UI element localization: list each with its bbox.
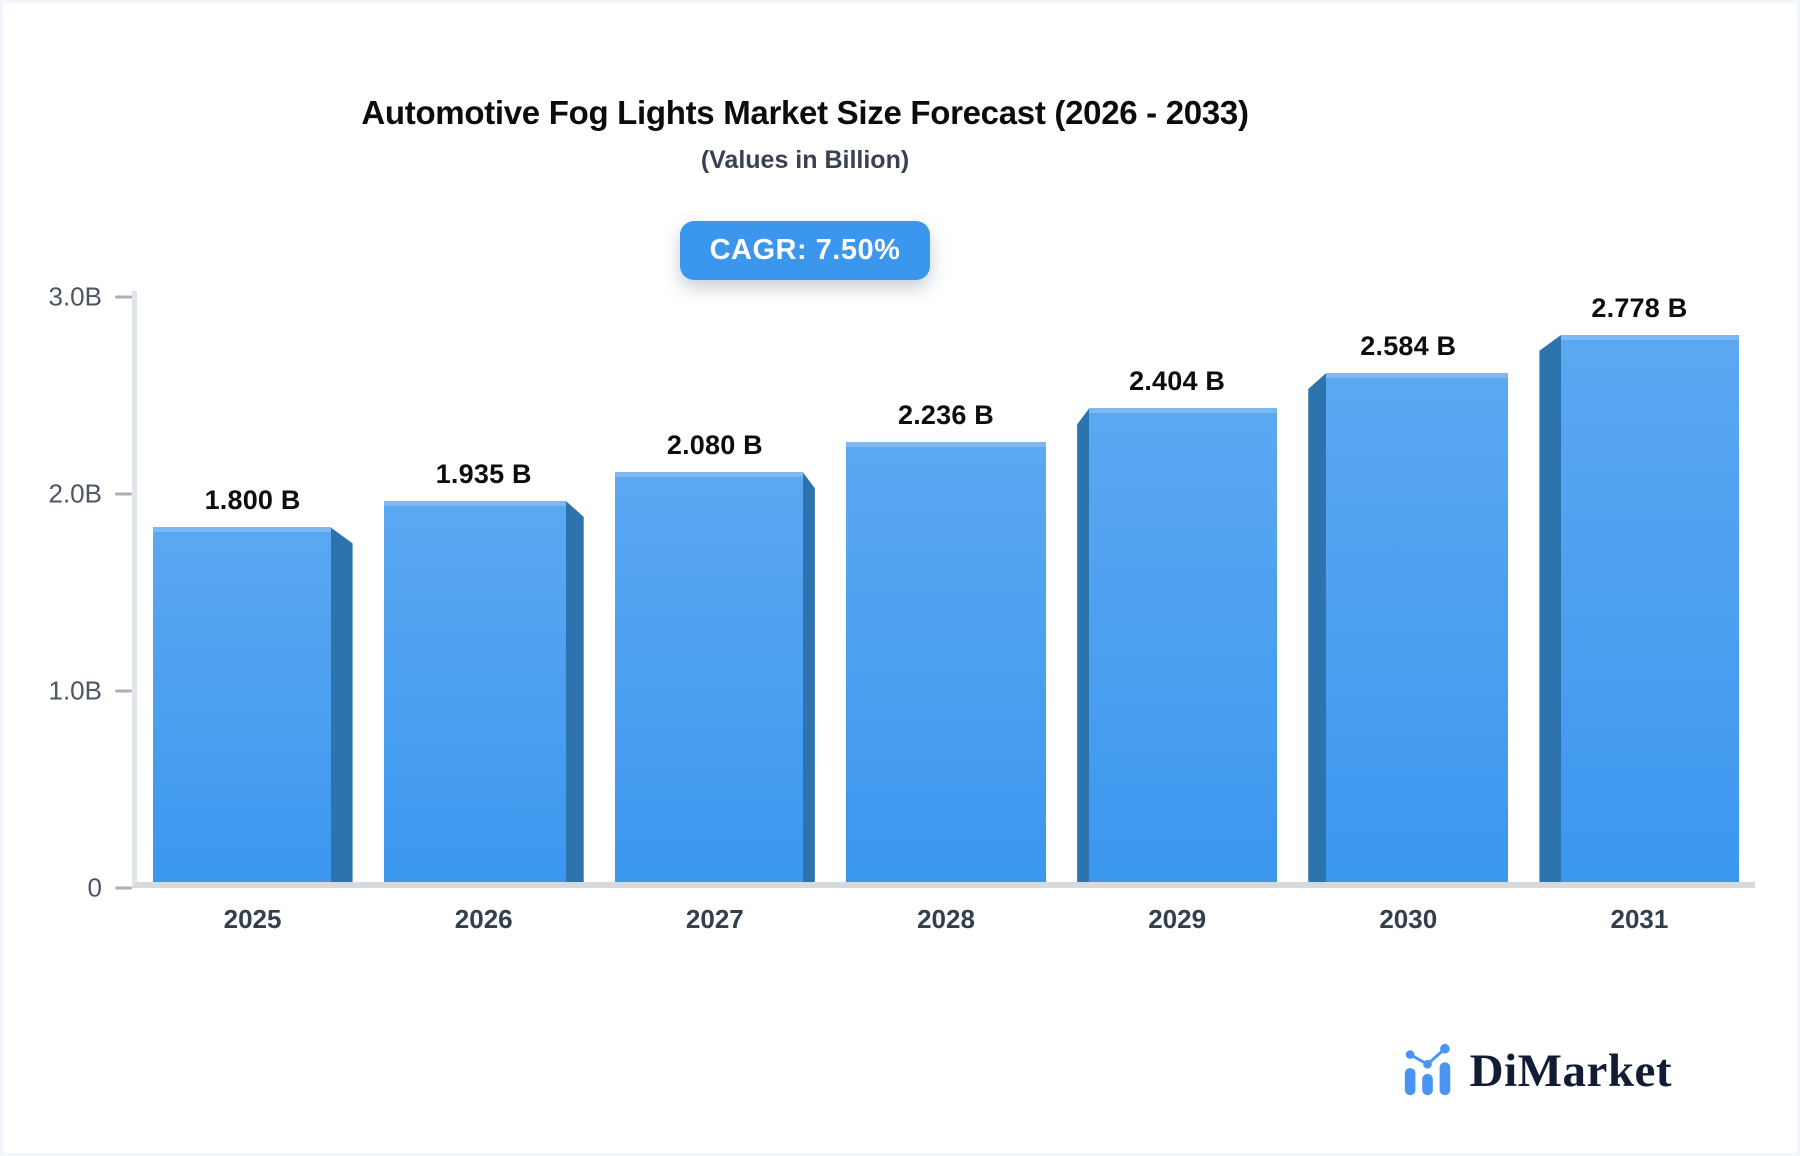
bar-2025 — [152, 527, 353, 882]
bar-face — [152, 527, 331, 882]
bar-slot: 2.584 B — [1293, 291, 1524, 882]
bar-value-label: 2.080 B — [666, 430, 763, 461]
bar-slot: 2.236 B — [830, 291, 1061, 882]
bar-face — [383, 500, 566, 882]
chart-title: Automotive Fog Lights Market Size Foreca… — [361, 94, 1249, 131]
plot-area: 1.800 B 1.935 B 2.080 B 2.236 B 2.404 B 2.584… — [132, 291, 1755, 888]
y-tick: 3.0B — [48, 281, 132, 313]
bar-2027 — [614, 472, 815, 882]
bars: 1.800 B 1.935 B 2.080 B 2.236 B 2.404 B 2.584… — [137, 291, 1755, 882]
bar-2030 — [1308, 372, 1509, 882]
x-axis-label: 2031 — [1610, 904, 1669, 934]
bar-face — [1561, 334, 1740, 882]
y-tick-mark — [115, 492, 132, 496]
bar-3d-side — [565, 500, 584, 882]
bar-face — [1326, 372, 1509, 882]
x-axis-labels: 2025 2026 2027 2028 2029 2030 2031 — [137, 904, 1755, 935]
bar-face — [845, 441, 1046, 882]
bar-2026 — [383, 500, 584, 882]
bar-2028 — [845, 441, 1046, 882]
bar-slot: 2.080 B — [599, 291, 830, 882]
x-axis-label: 2025 — [223, 904, 282, 934]
chart-header: Automotive Fog Lights Market Size Foreca… — [0, 0, 1610, 280]
x-axis-label: 2028 — [917, 904, 975, 934]
y-tick: 1.0B — [48, 675, 132, 707]
cagr-badge-row: CAGR: 7.50% — [0, 221, 1610, 280]
chart-area: 3.0B 2.0B 1.0B 0 1.800 B 1.935 B 2.080 B 2.236… — [20, 282, 1755, 903]
y-tick-mark — [115, 689, 132, 693]
bar-2029 — [1077, 408, 1278, 882]
y-tick-label: 1.0B — [48, 675, 103, 706]
bar-value-label: 2.236 B — [898, 399, 994, 430]
bar-value-label: 2.584 B — [1360, 330, 1457, 361]
chart-subtitle: (Values in Billion) — [700, 146, 910, 174]
y-tick-label: 2.0B — [48, 478, 103, 509]
bar-3d-side — [1539, 334, 1562, 882]
brand-logo: DiMarket — [1399, 1042, 1672, 1100]
y-tick-label: 3.0B — [48, 281, 103, 312]
x-axis-label: 2029 — [1148, 904, 1207, 934]
bar-2031 — [1539, 334, 1740, 882]
y-axis: 3.0B 2.0B 1.0B 0 — [20, 282, 132, 903]
x-axis-label: 2027 — [685, 904, 744, 934]
bar-3d-side — [802, 472, 815, 882]
bar-value-label: 1.935 B — [435, 458, 532, 489]
bar-value-label: 2.778 B — [1591, 292, 1688, 323]
y-tick: 2.0B — [48, 478, 132, 509]
bar-slot: 1.800 B — [137, 291, 368, 882]
bar-slot: 2.404 B — [1062, 291, 1293, 882]
bar-3d-side — [330, 527, 353, 882]
bar-face — [614, 472, 803, 882]
y-tick-label: 0 — [87, 872, 102, 903]
x-axis-label: 2030 — [1379, 904, 1438, 934]
bar-face — [1089, 408, 1278, 882]
x-axis-label: 2026 — [454, 904, 513, 934]
bar-3d-side — [1077, 408, 1090, 882]
cagr-badge: CAGR: 7.50% — [679, 221, 931, 280]
bar-value-label: 1.800 B — [204, 485, 301, 516]
brand-name: DiMarket — [1469, 1045, 1672, 1097]
y-tick: 0 — [88, 873, 132, 904]
brand-chart-icon — [1404, 1043, 1450, 1096]
y-tick-mark — [115, 886, 132, 890]
bar-slot: 1.935 B — [368, 291, 599, 882]
y-tick-mark — [115, 295, 132, 299]
bar-slot: 2.778 B — [1524, 291, 1755, 882]
bar-value-label: 2.404 B — [1129, 366, 1226, 397]
bar-3d-side — [1308, 372, 1327, 882]
